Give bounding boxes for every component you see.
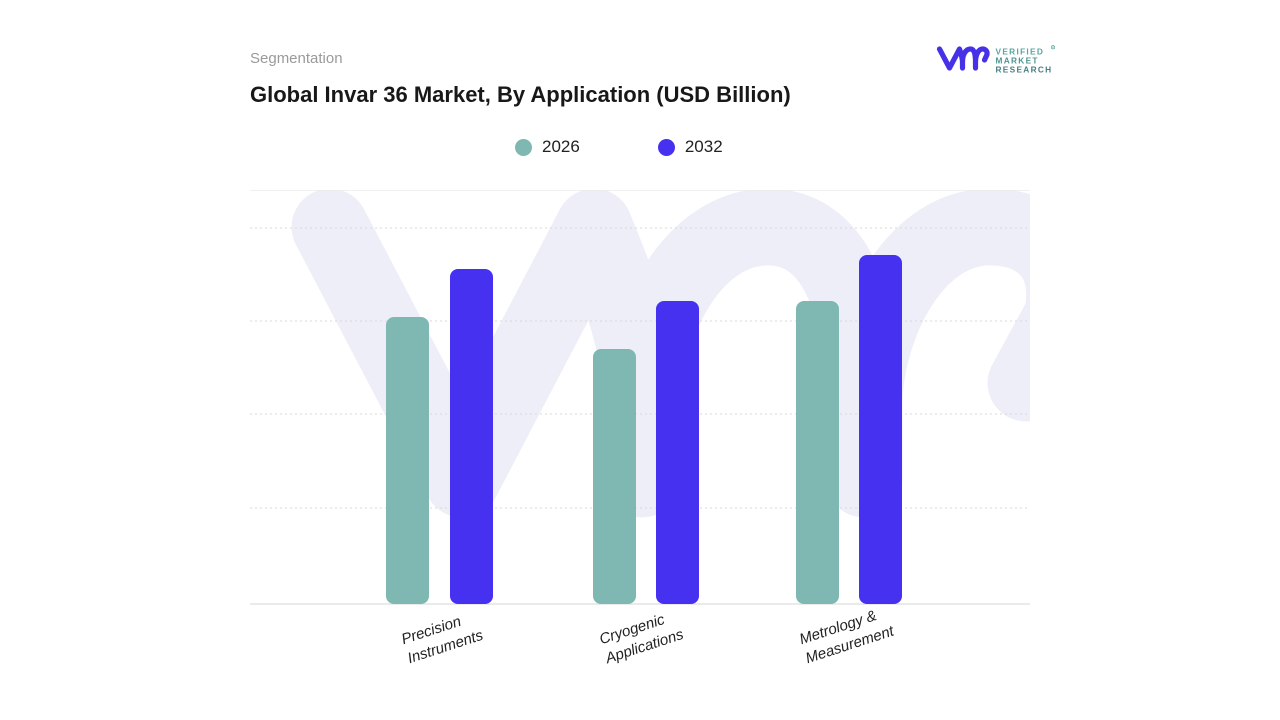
- svg-text:R: R: [1052, 46, 1054, 50]
- svg-text:RESEARCH: RESEARCH: [996, 65, 1053, 75]
